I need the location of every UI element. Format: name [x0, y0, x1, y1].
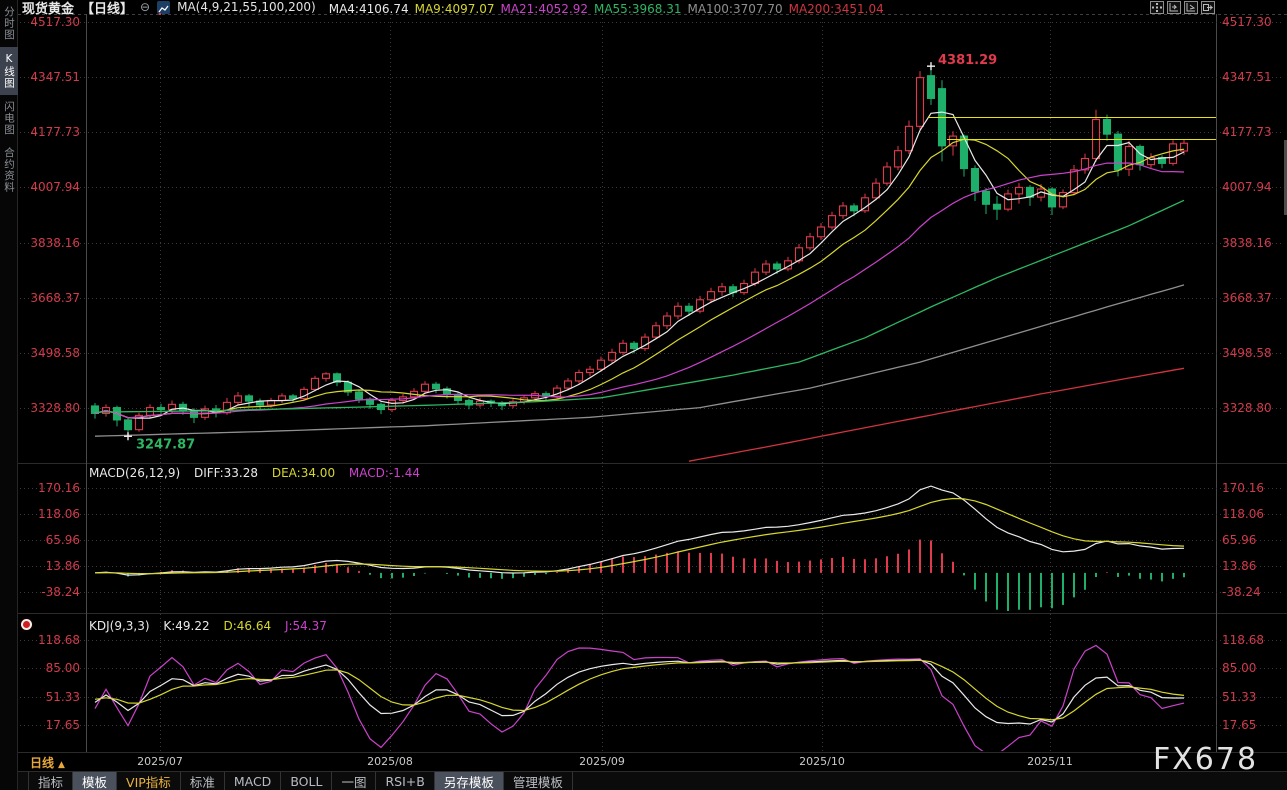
toolbar-tab-7[interactable]: RSI+B — [376, 772, 435, 790]
toolbar-tab-8[interactable]: 另存模板 — [434, 772, 504, 790]
svg-text:3247.87: 3247.87 — [136, 437, 195, 452]
shift-right-icon[interactable] — [1201, 1, 1215, 14]
kdj-j-value: J:54.37 — [284, 619, 327, 633]
chart-type-sidebar: 分时图 K线图 闪电图 合约资料 — [0, 0, 18, 790]
alarm-dot-icon[interactable] — [21, 619, 32, 630]
ma-values: MA4:4106.74 MA9:4097.07 MA21:4052.92 MA55:3… — [323, 0, 884, 17]
grid-layout-icon[interactable] — [1150, 1, 1164, 14]
toolbar-tab-5[interactable]: BOLL — [281, 772, 333, 790]
symbol-title: 现货黄金 — [22, 1, 75, 17]
vertical-scrollbar[interactable] — [1284, 140, 1287, 215]
toolbar-tab-1[interactable]: 模板 — [73, 772, 118, 790]
ma-value-3: MA55:3968.31 — [593, 1, 682, 16]
scale-y-axis-icon[interactable] — [1184, 1, 1198, 14]
toolbar-tab-2[interactable]: VIP指标 — [117, 772, 181, 790]
toolbar-tab-6[interactable]: 一图 — [332, 772, 377, 790]
sidebar-tab-lightning[interactable]: 闪电图 — [3, 100, 15, 136]
macd-title: MACD(26,12,9) — [89, 466, 181, 480]
toolbar-tab-0[interactable]: 指标 — [28, 772, 74, 790]
kdj-d-value: D:46.64 — [223, 619, 272, 633]
ma-value-4: MA100:3707.70 — [687, 1, 783, 16]
ma-value-2: MA21:4052.92 — [500, 1, 588, 16]
period-label: 日线 — [30, 756, 55, 770]
kdj-panel-header[interactable]: KDJ(9,3,3) K:49.22 D:46.64 J:54.37 — [89, 619, 337, 633]
ma-value-0: MA4:4106.74 — [328, 1, 409, 16]
toolbar-tab-3[interactable]: 标准 — [181, 772, 225, 790]
kdj-k-value: K:49.22 — [163, 619, 210, 633]
sidebar-tab-contract-info[interactable]: 合约资料 — [3, 147, 15, 193]
sidebar-tab-time-share[interactable]: 分时图 — [3, 6, 15, 41]
collapse-icon[interactable]: ⊖ — [140, 0, 151, 14]
chevron-up-icon: ▲ — [58, 760, 65, 770]
svg-text:4381.29: 4381.29 — [938, 53, 997, 68]
period-selector[interactable]: 日线 ▲ — [30, 754, 65, 771]
macd-macd-value: MACD:-1.44 — [348, 466, 420, 480]
ma-settings-label[interactable]: MA(4,9,21,55,100,200) — [177, 0, 316, 14]
kdj-title: KDJ(9,3,3) — [89, 619, 150, 633]
toolbar-tab-9[interactable]: 管理模板 — [504, 772, 573, 790]
toolbar-tab-4[interactable]: MACD — [225, 772, 282, 790]
chart-header: 现货黄金 【日线】 ⊖ MA(4,9,21,55,100,200) MA4:41… — [22, 0, 884, 17]
macd-dea-value: DEA:34.00 — [271, 466, 336, 480]
macd-panel-header[interactable]: MACD(26,12,9) DIFF:33.28 DEA:34.00 MACD:… — [89, 466, 430, 480]
period-tag: 【日线】 — [81, 1, 134, 17]
macd-diff-value: DIFF:33.28 — [193, 466, 259, 480]
chart-tool-icons — [1150, 1, 1215, 14]
ma-value-1: MA9:4097.07 — [414, 1, 495, 16]
indicator-toolbar: 指标 模板 VIP指标 标准 MACD BOLL 一图 RSI+B 另存模板 管理模板 — [18, 771, 1287, 790]
ma-value-5: MA200:3451.04 — [788, 1, 884, 16]
scale-x-axis-icon[interactable] — [1167, 1, 1181, 14]
sidebar-tab-kline[interactable]: K线图 — [0, 46, 18, 95]
indicator-chart-icon[interactable] — [157, 0, 171, 15]
watermark: FX678 — [1153, 742, 1259, 777]
